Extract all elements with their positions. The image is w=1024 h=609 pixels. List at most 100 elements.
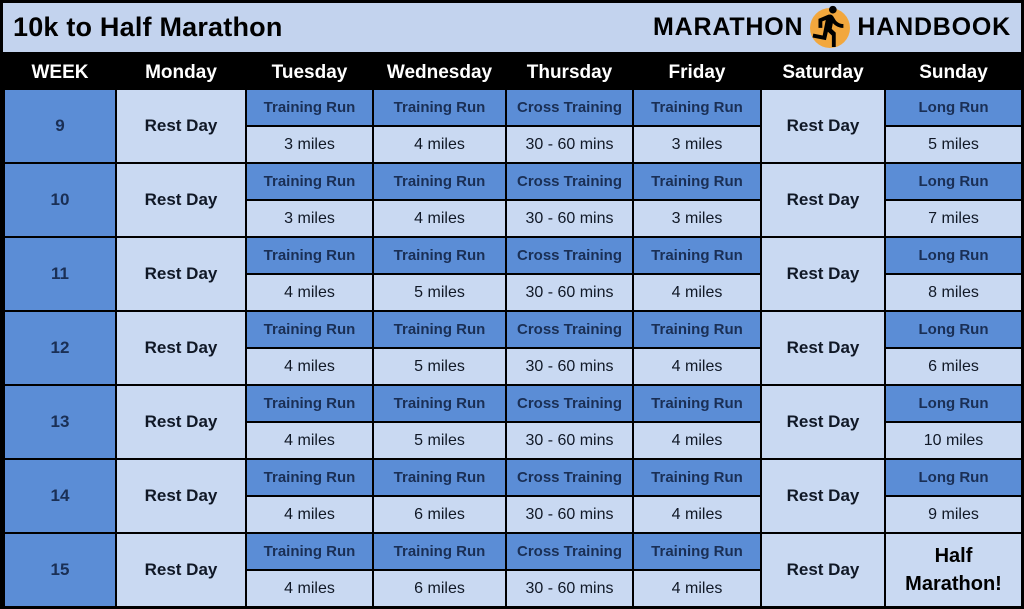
saturday-rest-day: Rest Day: [760, 310, 886, 386]
week-13-activity-row: 13 Rest Day Training Run Training Run Cross …: [3, 384, 1021, 460]
friday-detail: 4 miles: [632, 569, 762, 606]
column-header-sunday: Sunday: [884, 55, 1021, 90]
monday-rest-day: Rest Day: [115, 384, 247, 460]
logo-text-handbook: HANDBOOK: [857, 13, 1011, 41]
week-14-detail-row: 4 miles 6 miles 30 - 60 mins 4 miles 9 miles: [4, 495, 1021, 534]
column-header-wednesday: Wednesday: [372, 55, 507, 90]
sunday-detail: 6 miles: [884, 347, 1021, 386]
sunday-activity: Long Run: [884, 236, 1021, 275]
wednesday-activity: Training Run: [372, 532, 507, 571]
column-header-friday: Friday: [632, 55, 762, 90]
thursday-activity: Cross Training: [505, 532, 634, 571]
friday-activity: Training Run: [632, 532, 762, 571]
sunday-detail: 8 miles: [884, 273, 1021, 312]
tuesday-activity: Training Run: [245, 384, 374, 423]
tuesday-detail: 4 miles: [245, 273, 374, 312]
tuesday-activity: Training Run: [245, 310, 374, 349]
week-14-activity-row: 14 Rest Day Training Run Training Run Cross …: [3, 458, 1021, 534]
thursday-activity: Cross Training: [505, 458, 634, 497]
sunday-race-cell: Half Marathon!: [884, 532, 1021, 606]
tuesday-activity: Training Run: [245, 162, 374, 201]
tuesday-detail: 3 miles: [245, 199, 374, 238]
week-12-activity-row: 12 Rest Day Training Run Training Run Cross …: [3, 310, 1021, 386]
monday-rest-day: Rest Day: [115, 162, 247, 238]
wednesday-activity: Training Run: [372, 458, 507, 497]
sunday-activity: Long Run: [884, 384, 1021, 423]
week-number: 13: [3, 384, 117, 460]
week-9-detail-row: 3 miles 4 miles 30 - 60 mins 3 miles 5 miles: [4, 125, 1021, 164]
friday-detail: 4 miles: [632, 421, 762, 460]
wednesday-detail: 5 miles: [372, 421, 507, 460]
thursday-activity: Cross Training: [505, 162, 634, 201]
friday-activity: Training Run: [632, 458, 762, 497]
week-10-activity-row: 10 Rest Day Training Run Training Run Cross …: [3, 162, 1021, 238]
week-number: 11: [3, 236, 117, 312]
week-11-activity-row: 11 Rest Day Training Run Training Run Cross …: [3, 236, 1021, 312]
tuesday-activity: Training Run: [245, 88, 374, 127]
sunday-detail: 10 miles: [884, 421, 1021, 460]
race-line: Marathon!: [905, 573, 1002, 595]
monday-rest-day: Rest Day: [115, 88, 247, 164]
saturday-rest-day: Rest Day: [760, 384, 886, 460]
week-12-detail-row: 4 miles 5 miles 30 - 60 mins 4 miles 6 miles: [4, 347, 1021, 386]
thursday-detail: 30 - 60 mins: [505, 495, 634, 534]
sunday-detail: 5 miles: [884, 125, 1021, 164]
saturday-rest-day: Rest Day: [760, 532, 886, 606]
tuesday-detail: 3 miles: [245, 125, 374, 164]
thursday-detail: 30 - 60 mins: [505, 199, 634, 238]
title-bar: 10k to Half Marathon MARATHON HANDBOOK: [3, 3, 1021, 55]
tuesday-detail: 4 miles: [245, 569, 374, 606]
friday-activity: Training Run: [632, 236, 762, 275]
schedule-body: 9 Rest Day Training Run Training Run Cross T…: [3, 88, 1021, 606]
sunday-activity: Long Run: [884, 458, 1021, 497]
column-header-week: WEEK: [3, 55, 117, 90]
sunday-activity: Long Run: [884, 88, 1021, 127]
sunday-detail: 9 miles: [884, 495, 1021, 534]
wednesday-detail: 6 miles: [372, 569, 507, 606]
tuesday-detail: 4 miles: [245, 495, 374, 534]
wednesday-detail: 4 miles: [372, 199, 507, 238]
week-13-detail-row: 4 miles 5 miles 30 - 60 mins 4 miles 10 mile…: [4, 421, 1021, 460]
saturday-rest-day: Rest Day: [760, 162, 886, 238]
monday-rest-day: Rest Day: [115, 236, 247, 312]
week-number: 14: [3, 458, 117, 534]
week-9-activity-row: 9 Rest Day Training Run Training Run Cross T…: [3, 88, 1021, 164]
saturday-rest-day: Rest Day: [760, 88, 886, 164]
friday-detail: 4 miles: [632, 347, 762, 386]
friday-detail: 4 miles: [632, 273, 762, 312]
friday-activity: Training Run: [632, 162, 762, 201]
thursday-activity: Cross Training: [505, 88, 634, 127]
brand-logo: MARATHON HANDBOOK: [653, 5, 1011, 48]
sunday-activity: Long Run: [884, 162, 1021, 201]
tuesday-detail: 4 miles: [245, 421, 374, 460]
runner-icon: [810, 5, 851, 48]
thursday-activity: Cross Training: [505, 236, 634, 275]
wednesday-activity: Training Run: [372, 88, 507, 127]
week-number: 12: [3, 310, 117, 386]
logo-text-marathon: MARATHON: [653, 13, 804, 41]
tuesday-detail: 4 miles: [245, 347, 374, 386]
week-15-activity-row: 15 Rest Day Training Run Training Run Cross …: [3, 532, 1021, 606]
week-10-detail-row: 3 miles 4 miles 30 - 60 mins 3 miles 7 miles: [4, 199, 1021, 238]
training-schedule-table: WEEK Monday Tuesday Wednesday Thursday Friday…: [3, 55, 1021, 606]
friday-activity: Training Run: [632, 88, 762, 127]
column-header-monday: Monday: [115, 55, 247, 90]
column-header-thursday: Thursday: [505, 55, 634, 90]
week-11-detail-row: 4 miles 5 miles 30 - 60 mins 4 miles 8 miles: [4, 273, 1021, 312]
wednesday-detail: 5 miles: [372, 273, 507, 312]
thursday-detail: 30 - 60 mins: [505, 125, 634, 164]
column-header-saturday: Saturday: [760, 55, 886, 90]
wednesday-activity: Training Run: [372, 236, 507, 275]
monday-rest-day: Rest Day: [115, 310, 247, 386]
friday-detail: 3 miles: [632, 125, 762, 164]
friday-activity: Training Run: [632, 310, 762, 349]
wednesday-activity: Training Run: [372, 310, 507, 349]
thursday-activity: Cross Training: [505, 310, 634, 349]
race-line: Half: [934, 545, 973, 567]
friday-detail: 4 miles: [632, 495, 762, 534]
page-title: 10k to Half Marathon: [13, 12, 283, 42]
thursday-detail: 30 - 60 mins: [505, 569, 634, 606]
column-header-tuesday: Tuesday: [245, 55, 374, 90]
thursday-detail: 30 - 60 mins: [505, 421, 634, 460]
